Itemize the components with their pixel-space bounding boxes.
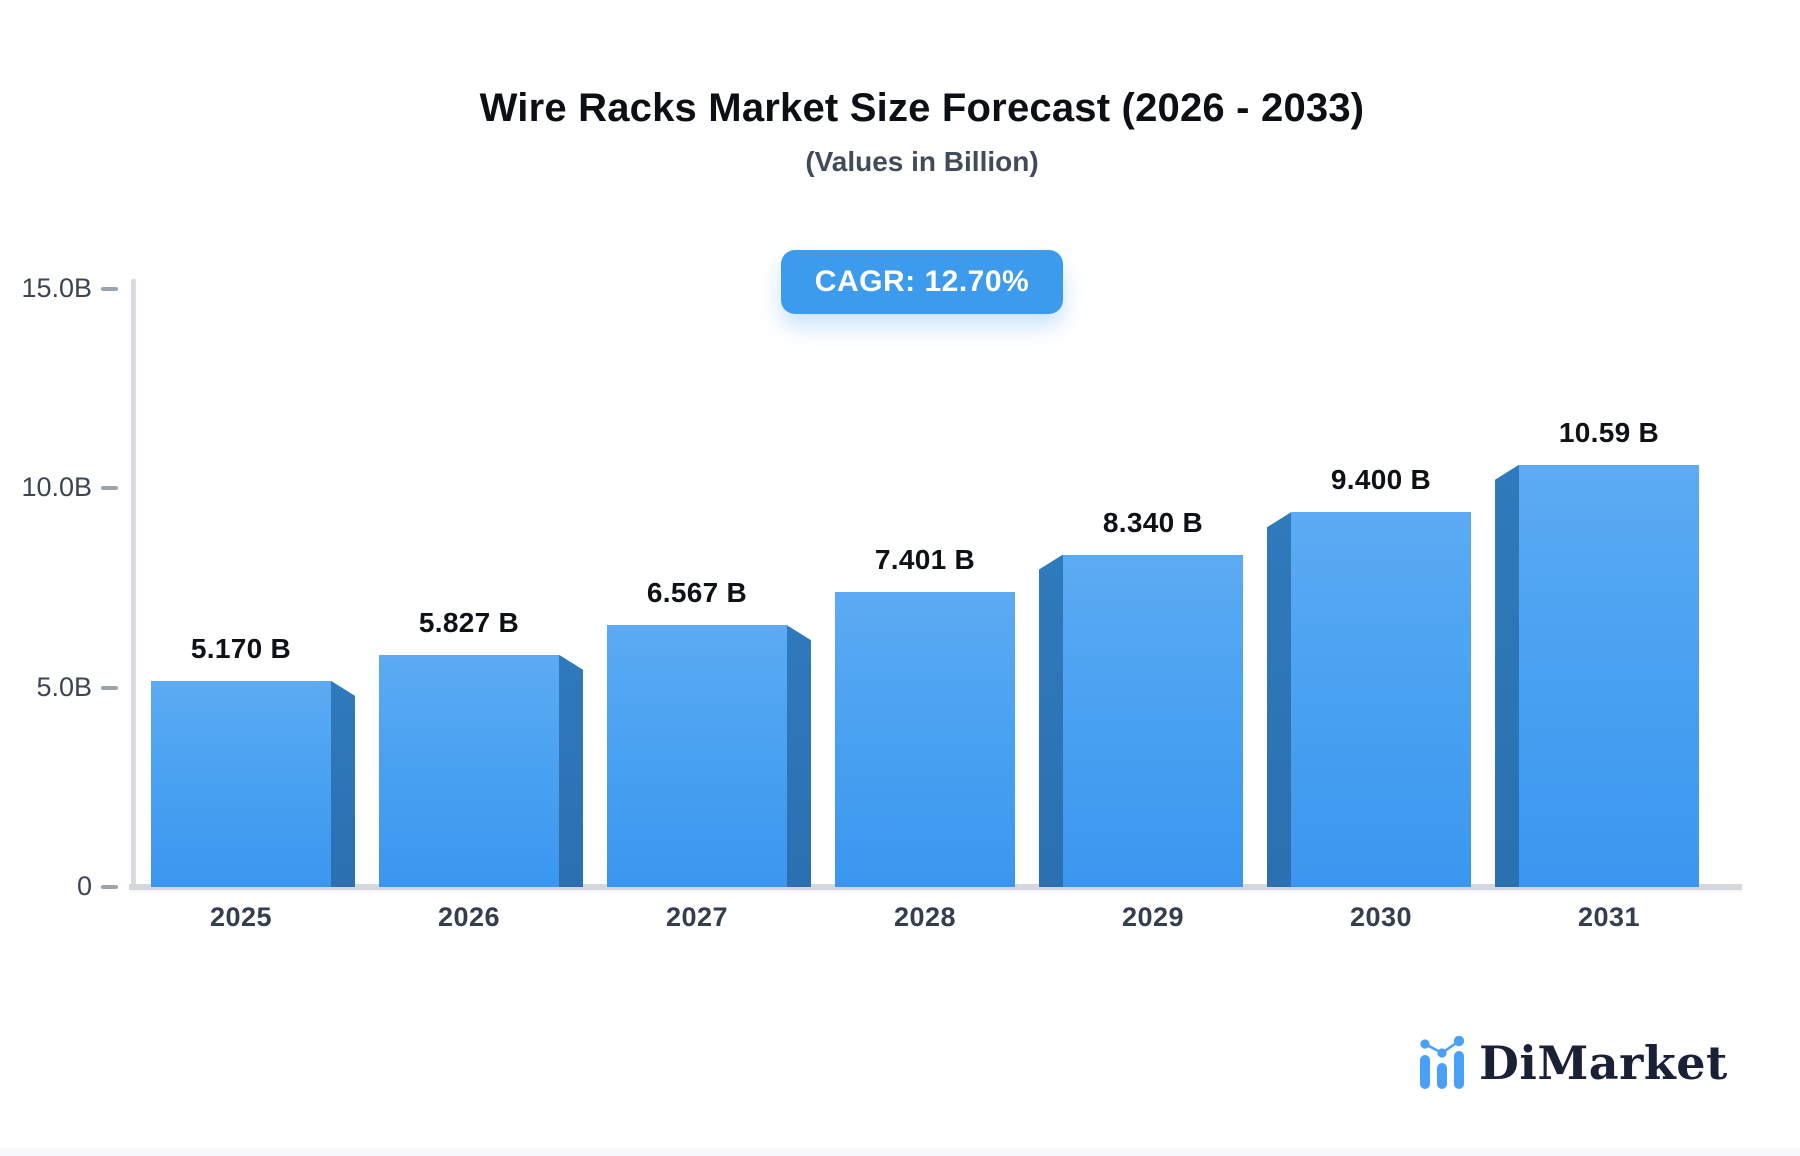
cagr-badge: CAGR: 12.70% <box>780 250 1064 314</box>
x-category-label: 2028 <box>893 902 957 932</box>
bar-2027 <box>607 625 787 887</box>
bar-side-2026 <box>559 654 583 887</box>
bar-2025 <box>151 680 331 887</box>
x-category-label: 2026 <box>437 902 501 932</box>
bottom-border <box>0 1148 1800 1156</box>
bar-side-2031 <box>1495 464 1519 887</box>
bar-chart-logo-icon <box>1418 1035 1466 1090</box>
y-tick-label: 5.0B <box>36 671 92 702</box>
bar-value-label: 8.340 B <box>1102 506 1204 538</box>
x-axis-line <box>129 884 1742 890</box>
y-tick <box>101 287 118 291</box>
y-tick-label: 0 <box>76 871 92 901</box>
x-category-label: 2029 <box>1121 902 1185 932</box>
x-category-label: 2030 <box>1349 902 1413 932</box>
bar-side-2025 <box>331 680 355 887</box>
y-tick <box>101 486 118 491</box>
bar-2029 <box>1063 554 1243 887</box>
bar-side-2027 <box>787 625 811 887</box>
bar-2031 <box>1519 464 1699 887</box>
bar-2028 <box>835 591 1015 887</box>
bar-side-2029 <box>1039 554 1063 887</box>
bar-2030 <box>1291 512 1471 887</box>
brand-logo: DiMarket <box>1418 1035 1728 1090</box>
bar-value-label: 5.827 B <box>418 606 520 638</box>
y-tick-label: 10.0B <box>21 472 92 503</box>
brand-name: DiMarket <box>1479 1036 1728 1090</box>
bar-2026 <box>379 654 559 887</box>
bar-side-2030 <box>1267 512 1291 887</box>
bar-value-label: 5.170 B <box>190 632 292 664</box>
cagr-badge-row: CAGR: 12.70% <box>44 250 1800 314</box>
bar-value-label: 6.567 B <box>646 577 748 609</box>
cagr-badge-label: CAGR: 12.70% <box>814 265 1030 298</box>
x-category-label: 2025 <box>209 902 273 932</box>
bar-value-label: 9.400 B <box>1330 464 1432 496</box>
y-tick-label: 15.0B <box>21 273 92 303</box>
x-category-label: 2031 <box>1577 902 1641 932</box>
chart-subtitle: (Values in Billion) <box>805 146 1039 177</box>
bar-value-label: 7.401 B <box>874 543 976 575</box>
chart-title: Wire Racks Market Size Forecast (2026 - … <box>479 86 1365 130</box>
y-tick <box>101 685 118 690</box>
bar-value-label: 10.59 B <box>1558 416 1660 448</box>
x-category-label: 2027 <box>665 902 729 932</box>
y-tick <box>101 885 118 889</box>
y-axis-line <box>131 279 136 890</box>
